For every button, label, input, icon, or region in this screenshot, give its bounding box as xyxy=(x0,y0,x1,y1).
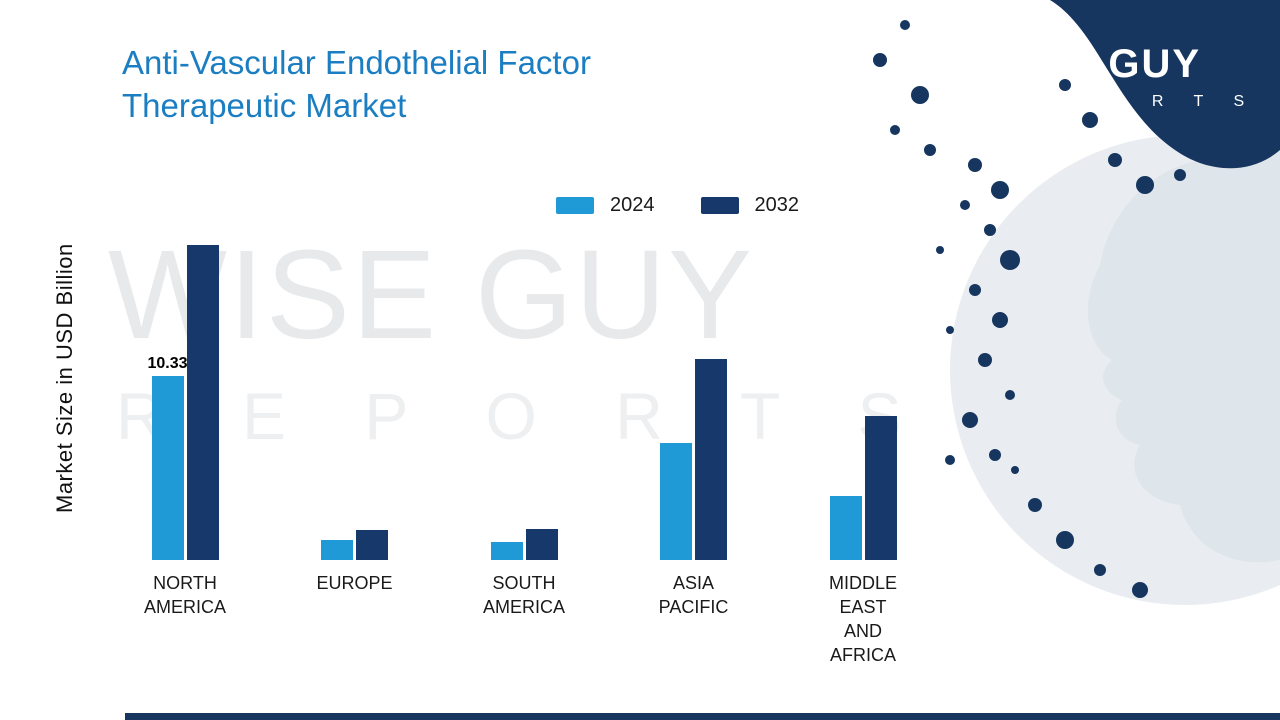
legend-label-2032: 2032 xyxy=(754,194,800,216)
bar-2032-0 xyxy=(186,245,219,560)
bar-value-label: 10.33 xyxy=(147,355,188,372)
brand-logo-wordmark: WISE GUY xyxy=(985,42,1202,86)
category-label-4: MIDDLE EAST AND AFRICA xyxy=(828,573,897,665)
bar-2024-2 xyxy=(490,542,523,560)
bar-2024-3 xyxy=(660,443,692,560)
brand-logo-reports: R E P O R T S xyxy=(985,93,1258,110)
head-graphic xyxy=(873,0,1280,605)
bar-2032-1 xyxy=(356,530,388,560)
bar-group-2: SOUTH AMERICA xyxy=(483,240,565,617)
bar-2024-0: 10.33 xyxy=(147,355,188,560)
bar-2032-4 xyxy=(864,416,897,560)
bottom-accent-bar xyxy=(125,713,1280,720)
brand-logo: WISE GUY R E P O R T S xyxy=(985,42,1257,111)
legend-swatch-2032 xyxy=(700,197,739,214)
plot-area: 10.33 NORTH AMERICA EUROPE SOUTH AMERICA ASIA P… xyxy=(144,240,898,665)
watermark-reports: R E P O R T S xyxy=(116,379,932,453)
bar-2032-3 xyxy=(695,359,727,560)
legend-swatch-2024 xyxy=(556,197,594,214)
legend-item-2032: 2032 xyxy=(700,194,800,217)
category-label-1: EUROPE xyxy=(316,573,393,593)
chart-title-line2: Therapeutic Market xyxy=(122,86,407,124)
legend-label-2024: 2024 xyxy=(610,194,655,216)
chart-title: Anti-Vascular Endothelial Factor Therape… xyxy=(122,42,591,128)
bar-group-0: 10.33 NORTH AMERICA xyxy=(144,240,226,617)
category-label-3: ASIA PACIFIC xyxy=(658,573,729,617)
chart-title-line1: Anti-Vascular Endothelial Factor xyxy=(122,44,591,81)
legend-item-2024: 2024 xyxy=(556,194,655,217)
bar-2032-2 xyxy=(525,529,558,560)
bar-group-4: MIDDLE EAST AND AFRICA xyxy=(828,240,898,665)
category-label-2: SOUTH AMERICA xyxy=(482,573,565,617)
bar-2024-1 xyxy=(321,540,353,560)
category-label-0: NORTH AMERICA xyxy=(143,573,226,617)
y-axis-label: Market Size in USD Billion xyxy=(52,243,77,513)
chart-legend: 2024 2032 xyxy=(556,194,799,217)
bar-2024-4 xyxy=(829,496,862,560)
bar-group-3: ASIA PACIFIC xyxy=(659,240,729,617)
bar-group-1: EUROPE xyxy=(316,240,393,593)
